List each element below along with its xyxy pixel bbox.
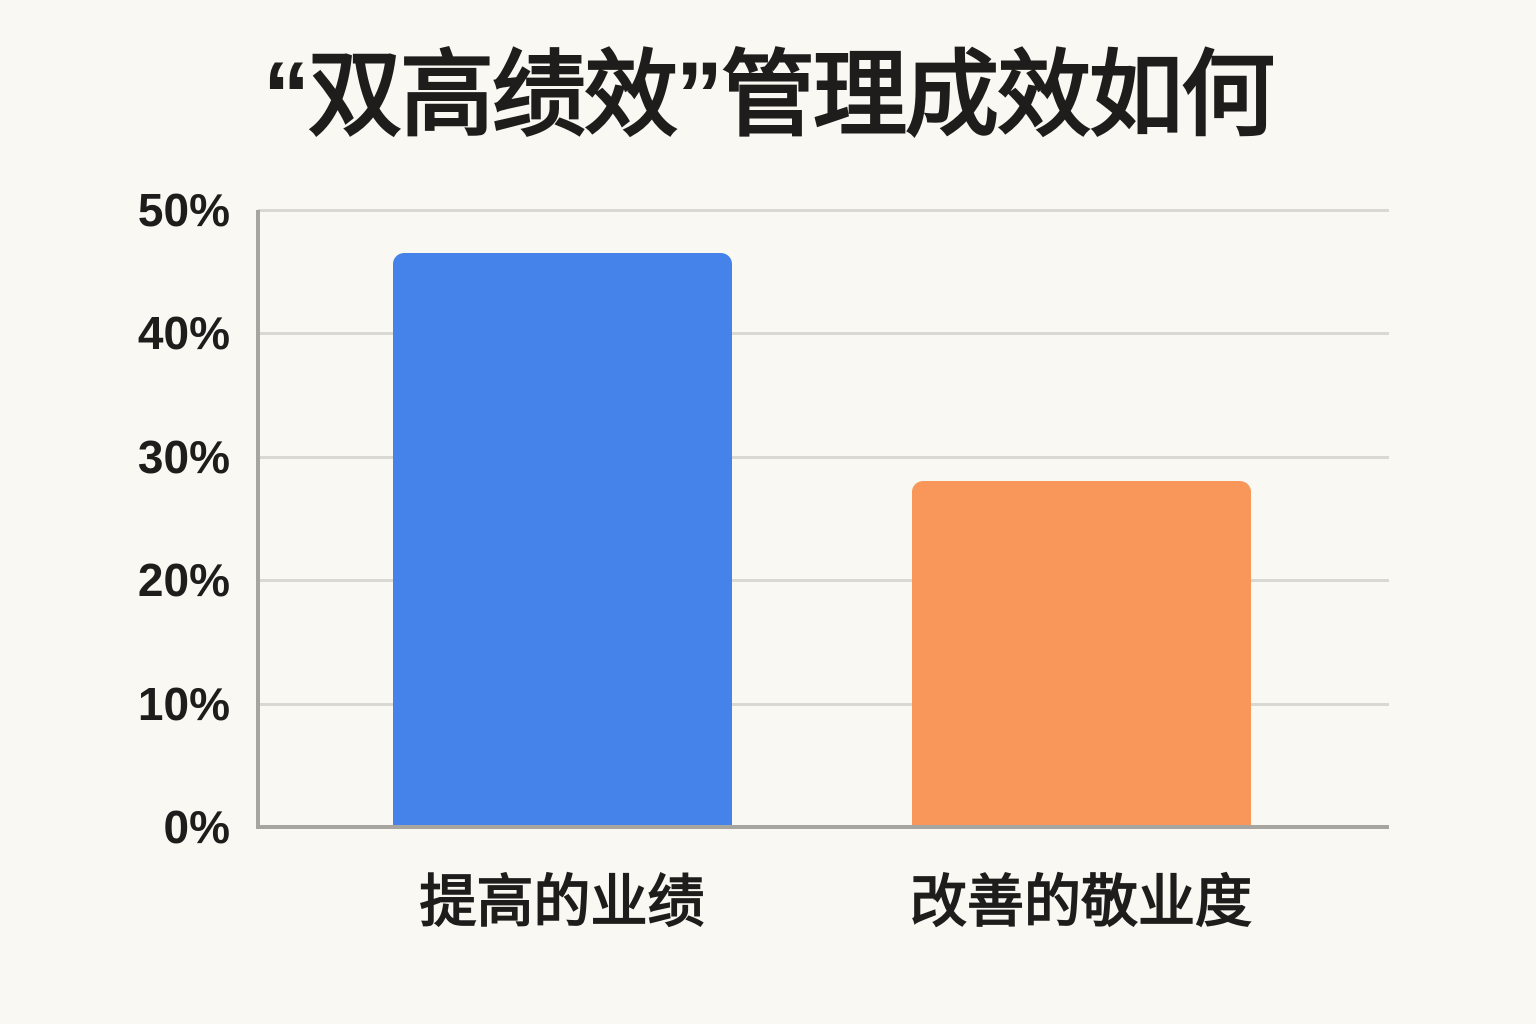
category-label-1: 提高的业绩: [419, 870, 705, 934]
bar-2: [911, 481, 1251, 827]
gridline-30: [258, 455, 1389, 459]
y-tick-label: 40%: [137, 307, 230, 360]
category-label-2: 改善的敬业度: [910, 870, 1252, 934]
bar-1: [392, 253, 732, 827]
gridline-40: [258, 332, 1389, 336]
gridline-50: [258, 209, 1389, 212]
x-axis-line: [256, 825, 1389, 829]
y-tick-label: 0%: [163, 801, 230, 853]
y-tick-label: 50%: [137, 184, 230, 236]
gridline-20: [258, 579, 1389, 583]
y-tick-label: 20%: [137, 554, 230, 607]
plot-area: [256, 209, 1389, 829]
gridline-10: [258, 702, 1389, 706]
y-tick-label: 30%: [137, 430, 230, 483]
chart-title: “双高绩效”管理成效如何: [262, 42, 1275, 147]
y-axis-line: [256, 210, 260, 829]
y-tick-label: 10%: [137, 677, 230, 730]
